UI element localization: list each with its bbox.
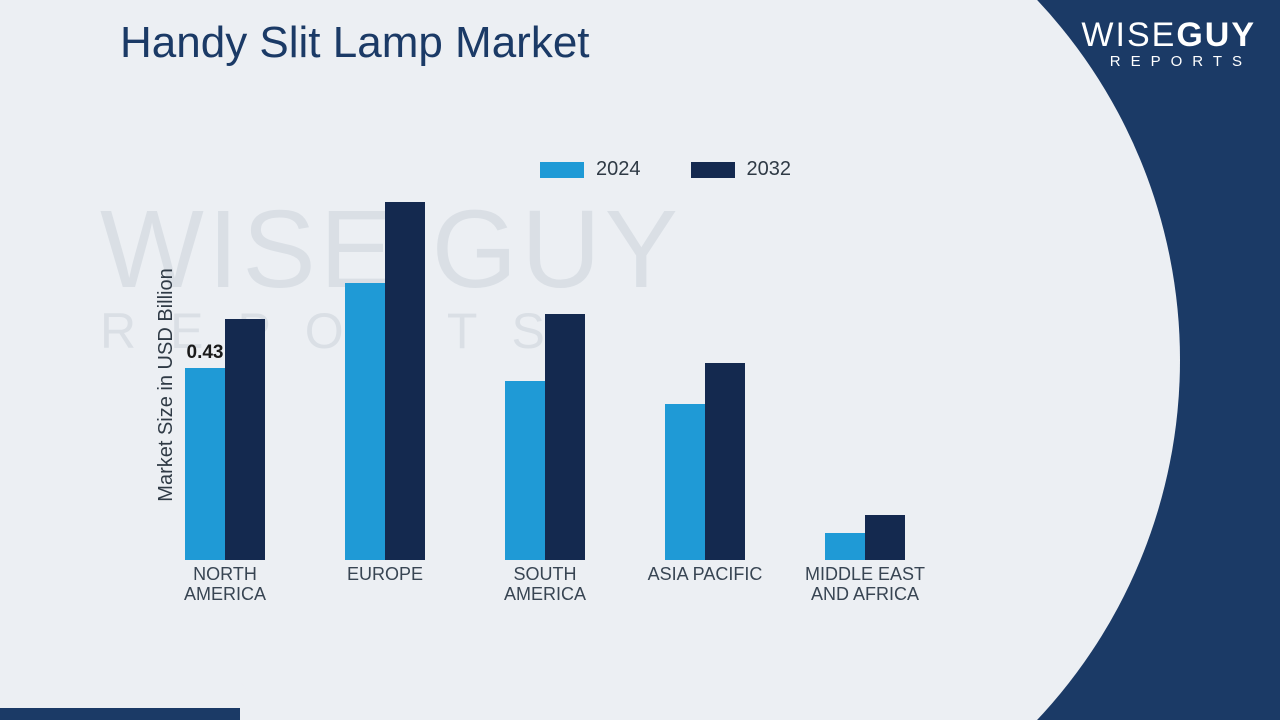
brand-word-2: GUY bbox=[1176, 16, 1256, 54]
bar-2024 bbox=[825, 533, 865, 560]
brand-word-1: WISE bbox=[1081, 16, 1176, 54]
category-group: SOUTH AMERICA bbox=[480, 180, 610, 560]
bar-2024 bbox=[185, 368, 225, 560]
bar-2024 bbox=[665, 404, 705, 560]
data-value-label: 0.43 bbox=[187, 342, 224, 364]
bar-pair bbox=[800, 180, 930, 560]
brand-logo: WISEGUY REPORTS bbox=[1081, 18, 1256, 69]
bar-pair bbox=[640, 180, 770, 560]
chart-title: Handy Slit Lamp Market bbox=[120, 18, 590, 68]
bar-2032 bbox=[225, 319, 265, 560]
bar-2024 bbox=[505, 381, 545, 560]
category-label: ASIA PACIFIC bbox=[635, 565, 775, 585]
bar-2032 bbox=[545, 314, 585, 560]
bar-2032 bbox=[865, 515, 905, 560]
bar-pair bbox=[160, 180, 290, 560]
bar-2032 bbox=[705, 363, 745, 560]
category-label: SOUTH AMERICA bbox=[475, 565, 615, 605]
category-group: MIDDLE EAST AND AFRICA bbox=[800, 180, 930, 560]
bar-pair bbox=[320, 180, 450, 560]
bar-2024 bbox=[345, 283, 385, 560]
category-group: ASIA PACIFIC bbox=[640, 180, 770, 560]
brand-subline: REPORTS bbox=[1081, 54, 1256, 70]
chart-area: Market Size in USD Billion NORTH AMERICA… bbox=[60, 150, 960, 620]
category-label: MIDDLE EAST AND AFRICA bbox=[795, 565, 935, 605]
category-label: NORTH AMERICA bbox=[155, 565, 295, 605]
category-group: NORTH AMERICA0.43 bbox=[160, 180, 290, 560]
bar-2032 bbox=[385, 202, 425, 560]
brand-side-panel bbox=[960, 0, 1280, 720]
bottom-accent-bar bbox=[0, 708, 240, 720]
bar-pair bbox=[480, 180, 610, 560]
plot-area: NORTH AMERICA0.43EUROPESOUTH AMERICAASIA… bbox=[160, 180, 960, 560]
category-label: EUROPE bbox=[315, 565, 455, 585]
category-group: EUROPE bbox=[320, 180, 450, 560]
